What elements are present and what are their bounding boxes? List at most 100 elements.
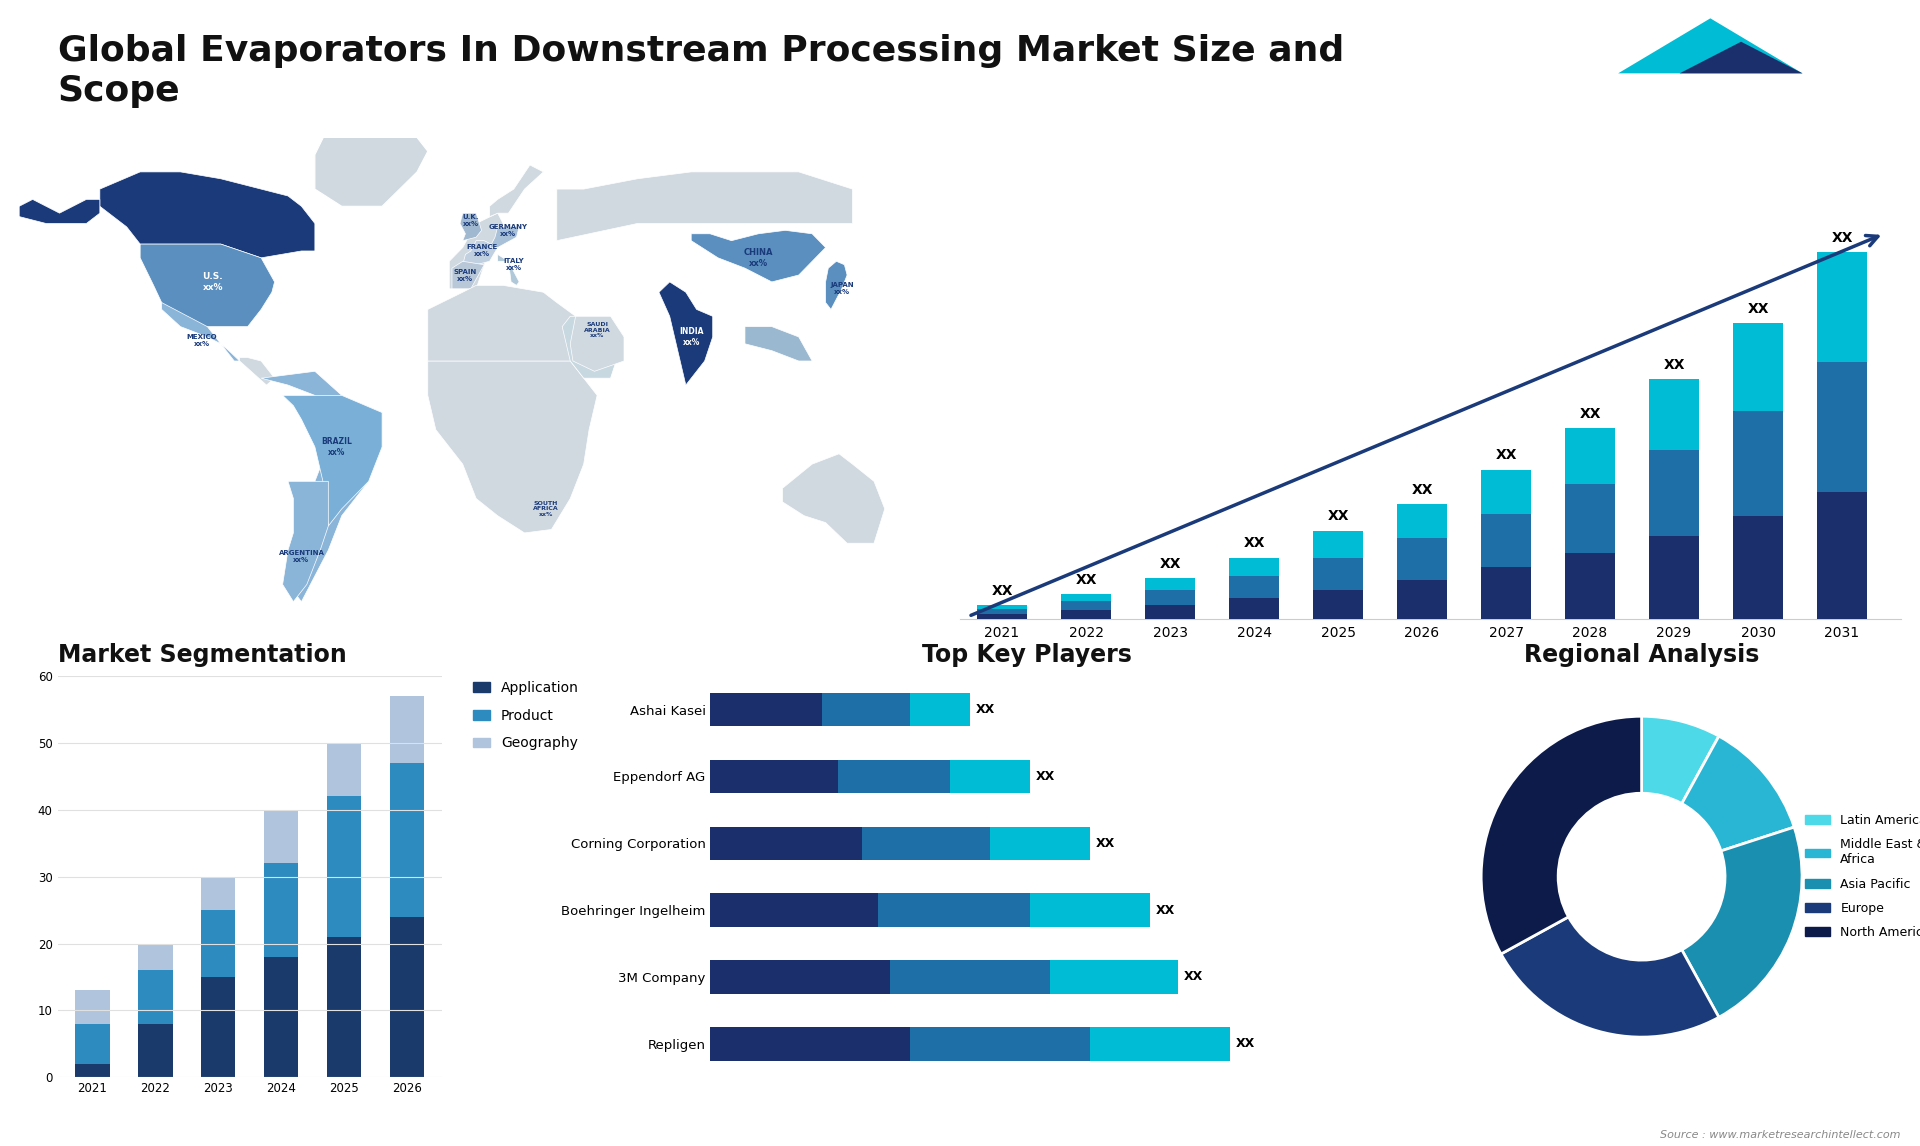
Bar — [977, 614, 1027, 619]
Bar — [910, 693, 970, 727]
Bar — [263, 957, 298, 1077]
Polygon shape — [691, 230, 826, 282]
Bar — [710, 760, 839, 793]
Bar — [1313, 531, 1363, 558]
Text: Source : www.marketresearchintellect.com: Source : www.marketresearchintellect.com — [1661, 1130, 1901, 1140]
Text: XX: XX — [1832, 230, 1853, 245]
Text: XX: XX — [1160, 557, 1181, 571]
Bar — [138, 943, 173, 971]
Polygon shape — [140, 244, 275, 327]
Bar — [75, 1023, 109, 1063]
Polygon shape — [490, 227, 518, 248]
Bar — [326, 937, 361, 1077]
Text: XX: XX — [991, 583, 1012, 598]
Bar — [1565, 485, 1615, 552]
Text: U.S.
xx%: U.S. xx% — [202, 273, 223, 291]
Bar — [1565, 552, 1615, 619]
Polygon shape — [826, 261, 847, 309]
Text: Global Evaporators In Downstream Processing Market Size and
Scope: Global Evaporators In Downstream Process… — [58, 34, 1344, 108]
Polygon shape — [282, 481, 328, 602]
Text: SAUDI
ARABIA
xx%: SAUDI ARABIA xx% — [584, 322, 611, 338]
Text: XX: XX — [1156, 903, 1175, 917]
Bar — [977, 609, 1027, 614]
Bar — [1816, 362, 1866, 492]
Text: ARGENTINA
xx%: ARGENTINA xx% — [278, 550, 324, 564]
Polygon shape — [1619, 18, 1803, 73]
Bar — [891, 960, 1050, 994]
Bar — [839, 760, 950, 793]
Text: BRAZIL
xx%: BRAZIL xx% — [321, 438, 351, 456]
Polygon shape — [563, 316, 624, 378]
Bar — [710, 826, 862, 860]
Text: MARKET
RESEARCH
INTELLECT: MARKET RESEARCH INTELLECT — [1814, 33, 1878, 66]
Text: XX: XX — [1185, 971, 1204, 983]
Bar — [1480, 567, 1530, 619]
Wedge shape — [1501, 917, 1718, 1037]
Bar — [138, 971, 173, 1023]
Bar — [1060, 602, 1112, 610]
Text: CANADA
xx%: CANADA xx% — [175, 204, 213, 222]
Bar — [1732, 323, 1784, 411]
Text: SOUTH
AFRICA
xx%: SOUTH AFRICA xx% — [534, 501, 559, 517]
Legend: Latin America, Middle East &
Africa, Asia Pacific, Europe, North America: Latin America, Middle East & Africa, Asi… — [1801, 809, 1920, 944]
Bar — [138, 1023, 173, 1077]
Wedge shape — [1642, 716, 1718, 803]
Bar — [263, 863, 298, 957]
Bar — [1060, 594, 1112, 602]
Text: MEXICO
xx%: MEXICO xx% — [186, 333, 217, 347]
Bar — [202, 877, 236, 910]
Text: XX: XX — [1037, 770, 1056, 783]
Polygon shape — [1680, 41, 1803, 73]
Polygon shape — [19, 199, 100, 223]
Polygon shape — [449, 213, 503, 289]
Bar — [1229, 598, 1279, 619]
Bar — [910, 1027, 1091, 1060]
Text: XX: XX — [1496, 448, 1517, 462]
Bar — [822, 693, 910, 727]
Text: XX: XX — [1075, 573, 1096, 587]
Text: XX: XX — [1663, 358, 1684, 372]
Text: JAPAN
xx%: JAPAN xx% — [829, 282, 854, 296]
Text: INDIA
xx%: INDIA xx% — [680, 328, 703, 346]
Polygon shape — [428, 285, 576, 361]
Bar — [710, 960, 891, 994]
Bar — [877, 894, 1029, 927]
Bar — [1816, 492, 1866, 619]
Polygon shape — [461, 213, 482, 241]
Polygon shape — [315, 127, 428, 206]
Bar — [390, 917, 424, 1077]
Polygon shape — [570, 316, 624, 371]
Polygon shape — [282, 395, 382, 526]
Bar — [710, 894, 877, 927]
Polygon shape — [490, 165, 543, 217]
Polygon shape — [240, 358, 275, 385]
Text: XX: XX — [1236, 1037, 1256, 1051]
Polygon shape — [783, 454, 885, 543]
Text: XX: XX — [1411, 482, 1432, 496]
Bar — [710, 693, 822, 727]
Wedge shape — [1682, 736, 1793, 851]
Bar — [710, 1027, 910, 1060]
Bar — [1732, 516, 1784, 619]
Bar — [1060, 610, 1112, 619]
Bar — [390, 697, 424, 763]
Polygon shape — [463, 241, 497, 265]
Text: XX: XX — [975, 702, 995, 716]
Bar — [1313, 589, 1363, 619]
Polygon shape — [100, 172, 315, 258]
Bar — [1313, 558, 1363, 589]
Bar — [263, 810, 298, 863]
Wedge shape — [1480, 716, 1642, 953]
Bar — [1816, 252, 1866, 362]
Text: CHINA
xx%: CHINA xx% — [743, 249, 774, 267]
Bar — [1649, 379, 1699, 450]
Text: Market Segmentation: Market Segmentation — [58, 643, 346, 667]
Bar — [75, 990, 109, 1023]
Bar — [862, 826, 991, 860]
Text: SPAIN
xx%: SPAIN xx% — [453, 268, 476, 282]
Bar — [1480, 513, 1530, 567]
Bar — [1144, 590, 1194, 605]
Bar — [326, 743, 361, 796]
Bar — [1144, 605, 1194, 619]
Text: U.K.
xx%: U.K. xx% — [463, 213, 478, 227]
